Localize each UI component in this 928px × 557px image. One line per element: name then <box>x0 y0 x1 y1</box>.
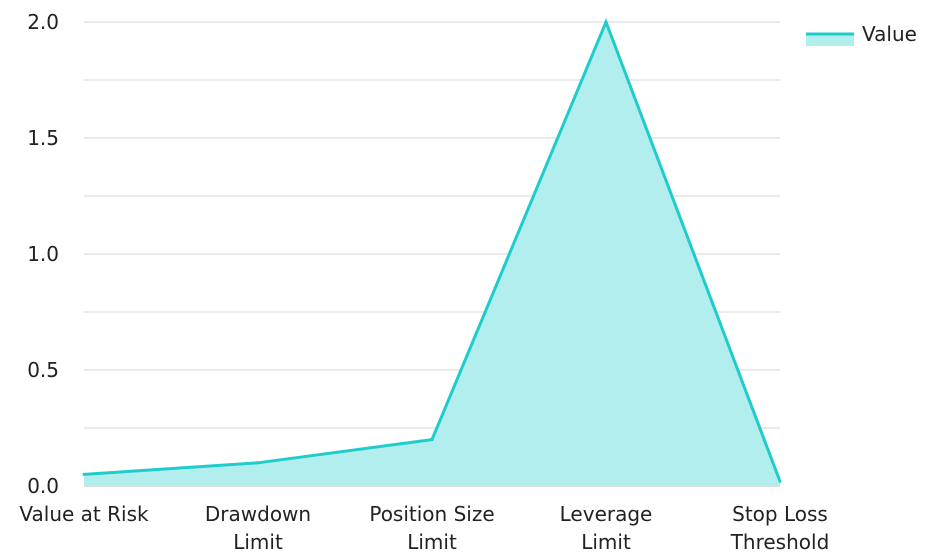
x-tick-label: Value at Risk <box>19 502 149 526</box>
plot-area <box>82 17 782 486</box>
grid-lines <box>84 21 780 487</box>
y-tick-label: 1.0 <box>27 242 59 266</box>
y-axis-ticks: 0.0 0.5 1.0 1.5 2.0 <box>27 10 59 498</box>
x-axis-ticks: Value at Risk Drawdown Limit Position Size L… <box>19 502 829 554</box>
legend-label-value: Value <box>862 22 917 46</box>
x-tick-label: Position Size Limit <box>369 502 494 554</box>
series-area-value <box>84 22 780 486</box>
x-tick-label: Stop Loss Threshold <box>730 502 830 554</box>
y-tick-label: 0.5 <box>27 358 59 382</box>
y-tick-label: 2.0 <box>27 10 59 34</box>
data-point <box>256 461 260 465</box>
data-point <box>778 479 782 483</box>
y-tick-label: 0.0 <box>27 474 59 498</box>
x-tick-label: Leverage Limit <box>560 502 653 554</box>
data-point <box>430 438 434 442</box>
legend-swatch-fill <box>806 34 854 46</box>
legend: Value <box>806 22 917 46</box>
data-point <box>82 472 86 476</box>
x-tick-label: Drawdown Limit <box>205 502 311 554</box>
y-tick-label: 1.5 <box>27 126 59 150</box>
data-point <box>604 20 608 24</box>
